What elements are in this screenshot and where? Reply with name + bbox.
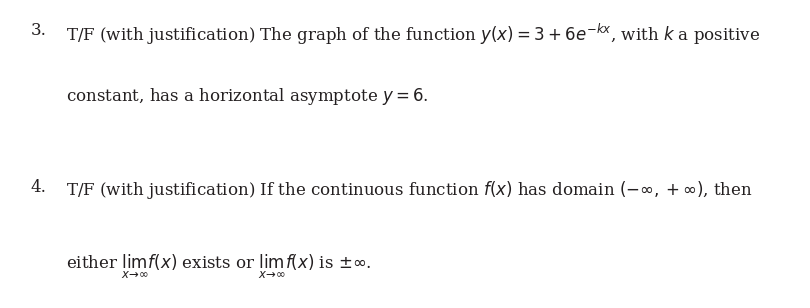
Text: T/F (with justification) The graph of the function $y(x) = 3 + 6e^{-kx}$, with $: T/F (with justification) The graph of th… xyxy=(66,22,761,47)
Text: either $\lim_{x \to \infty} f(x)$ exists or $\lim_{x \to \infty} f(x)$ is $\pm\i: either $\lim_{x \to \infty} f(x)$ exists… xyxy=(66,253,372,281)
Text: constant, has a horizontal asymptote $y = 6$.: constant, has a horizontal asymptote $y … xyxy=(66,86,429,107)
Text: 3.: 3. xyxy=(31,22,47,38)
Text: T/F (with justification) If the continuous function $f(x)$ has domain $(-\infty,: T/F (with justification) If the continuo… xyxy=(66,179,753,201)
Text: 4.: 4. xyxy=(31,179,47,196)
